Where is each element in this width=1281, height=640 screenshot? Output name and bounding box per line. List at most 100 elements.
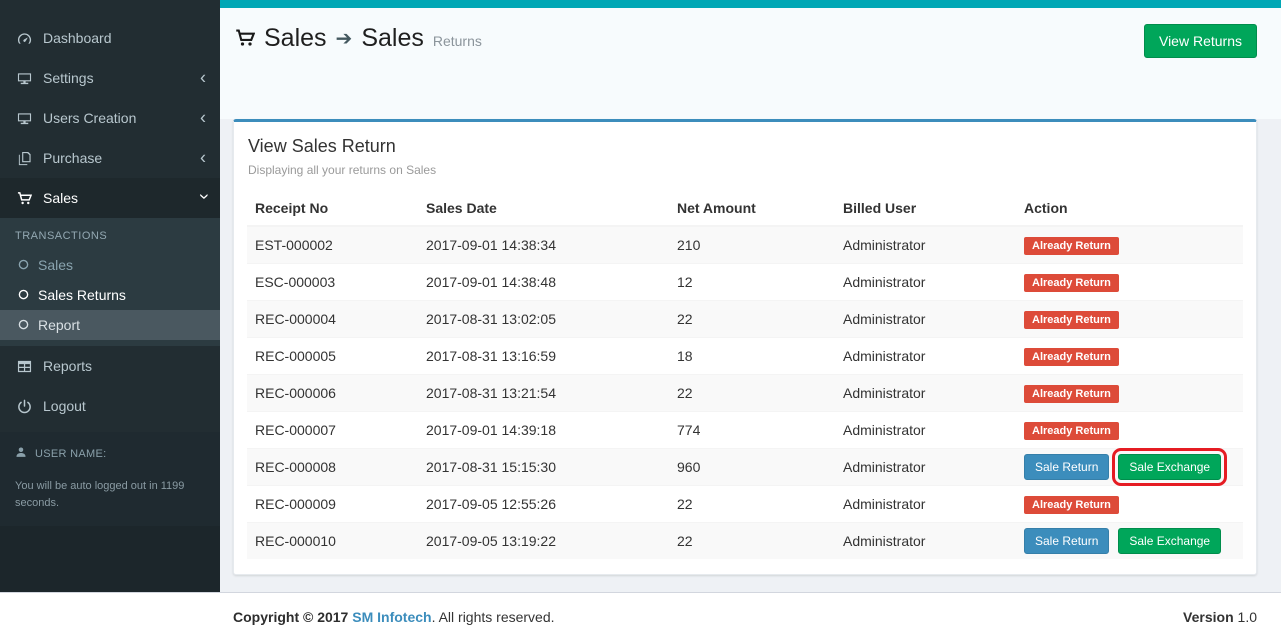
main-area: Sales ➔ Sales Returns View Returns View … — [220, 0, 1281, 592]
sidebar-item-reports[interactable]: Reports — [0, 346, 220, 386]
cart-icon — [15, 191, 33, 206]
sidebar-item-purchase[interactable]: Purchase ‹ — [0, 138, 220, 178]
desktop-icon — [15, 71, 33, 86]
action-cell: Sale Return Sale Exchange — [1016, 448, 1243, 486]
auto-logout-notice: You will be auto logged out in 1199 seco… — [15, 480, 185, 510]
receipt-no-cell: REC-000009 — [247, 485, 418, 523]
table-icon — [15, 359, 33, 374]
breadcrumb-sales: Sales — [264, 24, 327, 52]
circle-icon — [18, 257, 29, 273]
submenu-item-sales[interactable]: Sales — [0, 250, 220, 280]
already-return-badge: Already Return — [1024, 421, 1119, 440]
net-amount-cell: 22 — [669, 485, 835, 523]
footer: Copyright © 2017 SM Infotech. All rights… — [0, 592, 1281, 640]
desktop-icon — [15, 111, 33, 126]
already-return-badge: Already Return — [1024, 384, 1119, 403]
net-amount-cell: 774 — [669, 411, 835, 449]
company-link[interactable]: SM Infotech — [352, 608, 432, 625]
billed-user-cell: Administrator — [835, 485, 1016, 523]
net-amount-cell: 22 — [669, 300, 835, 338]
column-header: Action — [1016, 191, 1243, 227]
column-header: Receipt No — [247, 191, 418, 227]
column-header: Sales Date — [418, 191, 669, 227]
sale-return-button[interactable]: Sale Return — [1024, 454, 1110, 480]
already-return-badge: Already Return — [1024, 236, 1119, 255]
chevron-left-icon: ‹ — [200, 107, 206, 128]
sidebar-nav: Dashboard Settings ‹ Users Creation ‹ — [0, 0, 220, 426]
sales-date-cell: 2017-08-31 13:16:59 — [418, 337, 669, 375]
sales-submenu: TRANSACTIONS Sales Sales Returns Report — [0, 218, 220, 346]
sales-date-cell: 2017-09-01 14:39:18 — [418, 411, 669, 449]
table-row: REC-000004 2017-08-31 13:02:05 22 Administr… — [247, 300, 1243, 338]
table-row: ESC-000003 2017-09-01 14:38:48 12 Administr… — [247, 263, 1243, 301]
sales-date-cell: 2017-09-05 13:19:22 — [418, 522, 669, 559]
column-header: Billed User — [835, 191, 1016, 227]
sidebar-item-label: Users Creation — [43, 110, 137, 126]
receipt-no-cell: REC-000010 — [247, 522, 418, 559]
table-row: REC-000008 2017-08-31 15:15:30 960 Administ… — [247, 448, 1243, 486]
sales-return-panel: View Sales Return Displaying all your re… — [233, 119, 1257, 575]
sidebar-item-settings[interactable]: Settings ‹ — [0, 58, 220, 98]
table-row: REC-000009 2017-09-05 12:55:26 22 Administr… — [247, 485, 1243, 523]
sidebar-item-dashboard[interactable]: Dashboard — [0, 18, 220, 58]
action-cell: Already Return — [1016, 300, 1243, 338]
sales-date-cell: 2017-09-01 14:38:48 — [418, 263, 669, 301]
panel-header: View Sales Return Displaying all your re… — [234, 122, 1256, 188]
chevron-down-icon: ‹ — [193, 193, 213, 200]
billed-user-cell: Administrator — [835, 225, 1016, 264]
billed-user-cell: Administrator — [835, 337, 1016, 375]
circle-icon — [18, 317, 29, 333]
action-cell: Already Return — [1016, 411, 1243, 449]
sales-date-cell: 2017-08-31 13:21:54 — [418, 374, 669, 412]
net-amount-cell: 22 — [669, 522, 835, 559]
receipt-no-cell: REC-000007 — [247, 411, 418, 449]
chevron-left-icon: ‹ — [200, 67, 206, 88]
action-cell: Already Return — [1016, 263, 1243, 301]
sidebar-item-label: Reports — [43, 358, 93, 374]
receipt-no-cell: REC-000004 — [247, 300, 418, 338]
top-accent-bar — [220, 0, 1281, 8]
view-returns-button[interactable]: View Returns — [1143, 24, 1257, 58]
sale-return-button[interactable]: Sale Return — [1024, 528, 1110, 554]
sidebar-item-label: Sales — [43, 190, 79, 206]
sidebar-item-logout[interactable]: Logout — [0, 386, 220, 426]
billed-user-cell: Administrator — [835, 263, 1016, 301]
sidebar-filler — [0, 526, 220, 592]
sales-returns-table: Receipt No Sales Date Net Amount Billed Use… — [247, 191, 1243, 559]
action-cell: Already Return — [1016, 374, 1243, 412]
panel-subtitle: Displaying all your returns on Sales — [248, 163, 437, 177]
sidebar-item-label: Purchase — [43, 150, 103, 166]
receipt-no-cell: REC-000005 — [247, 337, 418, 375]
sale-exchange-button[interactable]: Sale Exchange — [1118, 528, 1222, 554]
version-text: Version 1.0 — [1183, 608, 1257, 625]
sales-date-cell: 2017-08-31 13:02:05 — [418, 300, 669, 338]
already-return-badge: Already Return — [1024, 495, 1119, 514]
rights-text: . All rights reserved. — [431, 608, 555, 625]
breadcrumb: Sales ➔ Sales Returns — [235, 24, 482, 53]
submenu-item-report[interactable]: Report — [0, 310, 220, 340]
table-row: REC-000010 2017-09-05 13:19:22 22 Administr… — [247, 522, 1243, 559]
submenu-item-sales-returns[interactable]: Sales Returns — [0, 280, 220, 310]
sidebar-item-label: Settings — [43, 70, 94, 86]
submenu-item-label: Sales Returns — [38, 287, 126, 303]
sales-date-cell: 2017-09-05 12:55:26 — [418, 485, 669, 523]
submenu-item-label: Report — [38, 317, 81, 333]
chevron-left-icon: ‹ — [200, 147, 206, 168]
circle-icon — [18, 287, 29, 303]
column-header: Net Amount — [669, 191, 835, 227]
files-icon — [15, 151, 33, 166]
arrow-right-icon: ➔ — [335, 28, 353, 50]
billed-user-cell: Administrator — [835, 522, 1016, 559]
table-row: REC-000006 2017-08-31 13:21:54 22 Administr… — [247, 374, 1243, 412]
panel-title: View Sales Return — [248, 136, 396, 156]
sidebar-item-users-creation[interactable]: Users Creation ‹ — [0, 98, 220, 138]
receipt-no-cell: REC-000008 — [247, 448, 418, 486]
sidebar-item-sales[interactable]: Sales ‹ — [0, 178, 220, 218]
already-return-badge: Already Return — [1024, 310, 1119, 329]
sidebar-item-label: Logout — [43, 398, 86, 414]
sale-exchange-button[interactable]: Sale Exchange — [1112, 448, 1228, 486]
already-return-badge: Already Return — [1024, 347, 1119, 366]
submenu-item-label: Sales — [38, 257, 74, 273]
user-block: USER NAME: You will be auto logged out i… — [0, 432, 220, 527]
action-cell: Sale Return Sale Exchange — [1016, 522, 1243, 559]
